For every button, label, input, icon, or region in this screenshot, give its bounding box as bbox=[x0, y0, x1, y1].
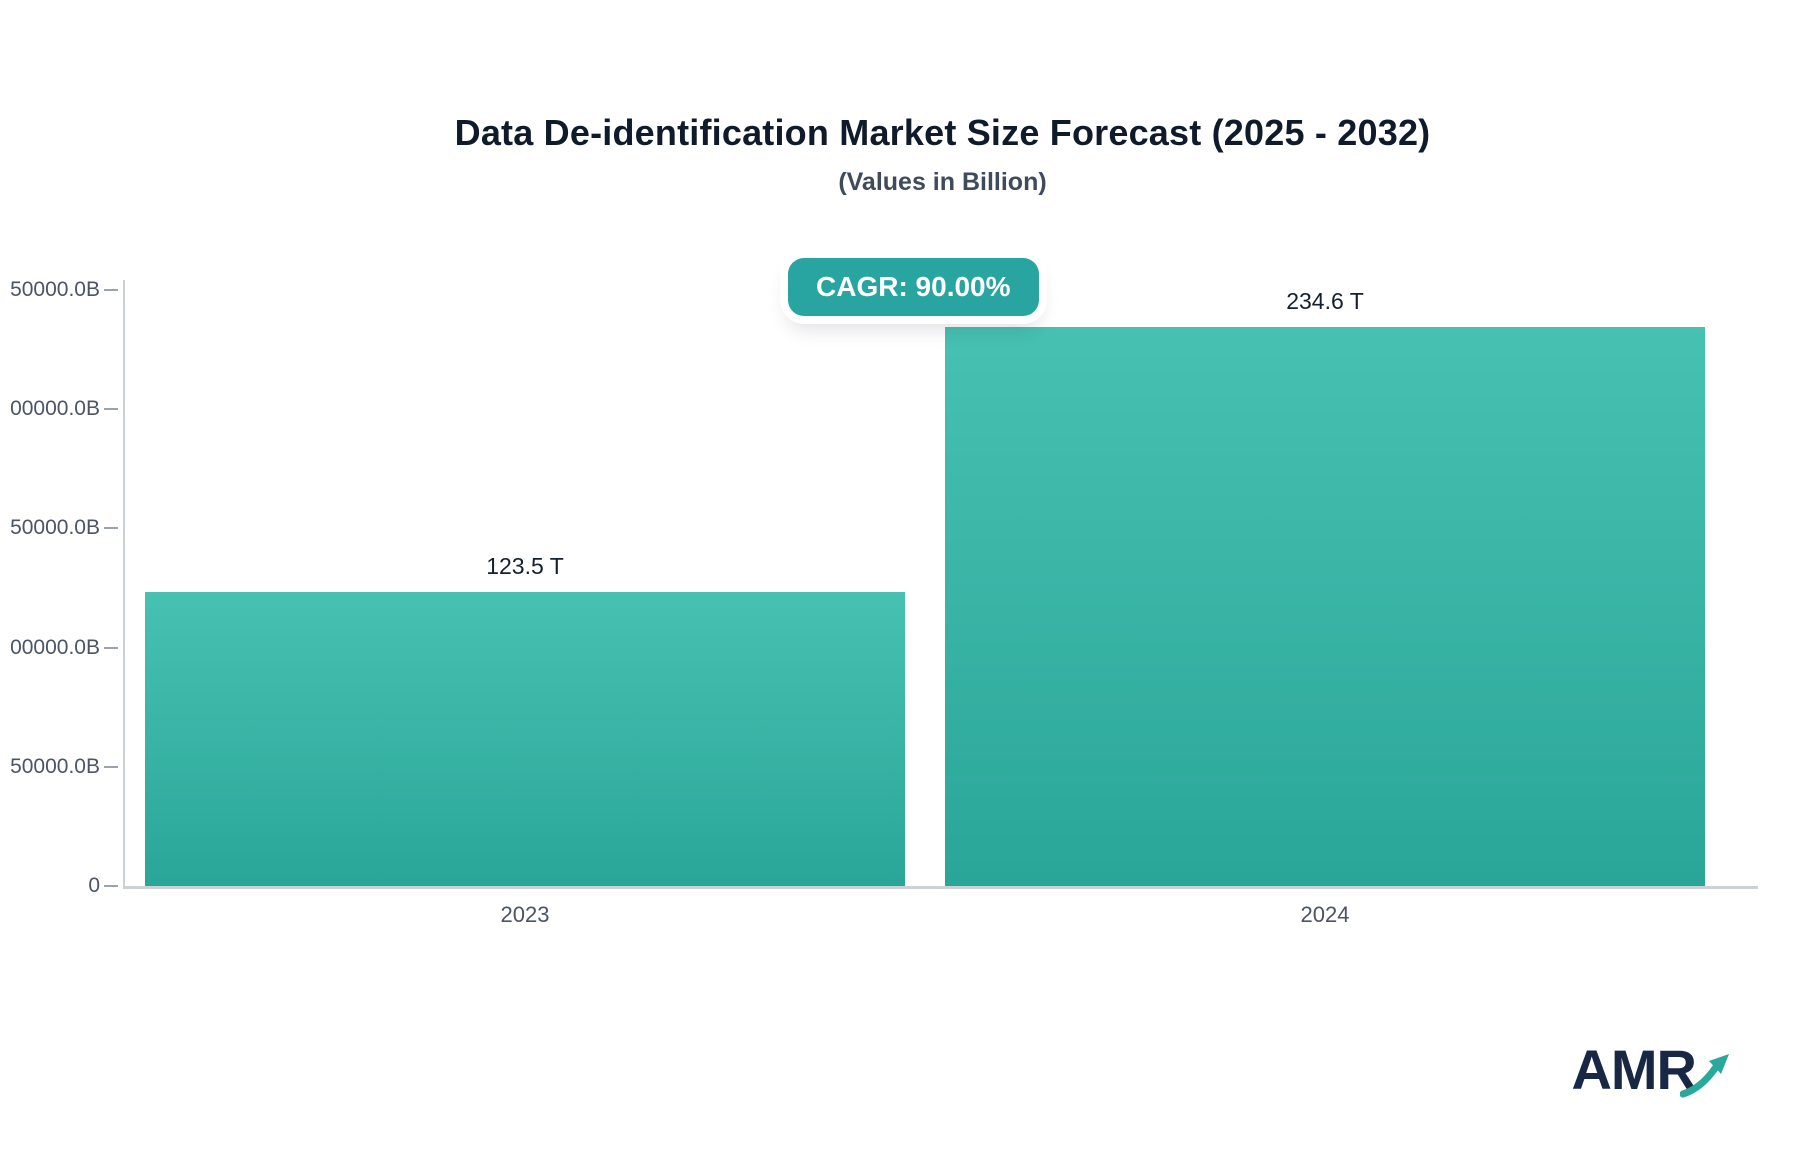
cagr-badge: CAGR: 90.00% bbox=[788, 258, 1039, 316]
cagr-badge-label: CAGR: 90.00% bbox=[816, 271, 1011, 302]
plot-area: 50000.0B 00000.0B 50000.0B 00000.0B 50000.0B… bbox=[10, 278, 1758, 927]
y-axis-tick-label: 00000.0B bbox=[10, 635, 100, 659]
x-axis-category-label: 2023 bbox=[500, 902, 550, 927]
chart-subtitle: (Values in Billion) bbox=[838, 168, 1047, 196]
y-axis-tick-mark bbox=[104, 765, 118, 768]
bar-value-label: 234.6 T bbox=[1286, 288, 1364, 314]
y-axis-tick-label: 0 bbox=[88, 874, 100, 897]
y-axis-tick-label: 50000.0B bbox=[10, 754, 100, 778]
y-axis-tick-label: 50000.0B bbox=[10, 516, 100, 540]
y-axis-tick-mark bbox=[104, 408, 118, 411]
y-axis-tick-mark bbox=[104, 289, 118, 291]
y-axis-tick-mark bbox=[104, 646, 118, 649]
y-axis-tick-label: 50000.0B bbox=[10, 278, 100, 301]
bar-value-label: 123.5 T bbox=[486, 553, 564, 579]
amr-logo-text: AMR bbox=[1571, 1038, 1697, 1101]
bar-2023 bbox=[145, 592, 905, 886]
logo-arrow-icon bbox=[1680, 1054, 1729, 1098]
chart-title: Data De-identification Market Size Forec… bbox=[454, 112, 1431, 153]
x-axis-line bbox=[123, 886, 1758, 889]
y-axis-tick-label: 00000.0B bbox=[10, 397, 100, 421]
y-axis-line bbox=[123, 280, 125, 888]
amr-logo: AMR bbox=[1571, 1042, 1730, 1098]
bar-2024 bbox=[945, 327, 1705, 886]
y-axis-tick-mark bbox=[104, 885, 118, 887]
y-axis-tick-mark bbox=[104, 527, 118, 530]
x-axis-category-label: 2024 bbox=[1300, 902, 1350, 927]
